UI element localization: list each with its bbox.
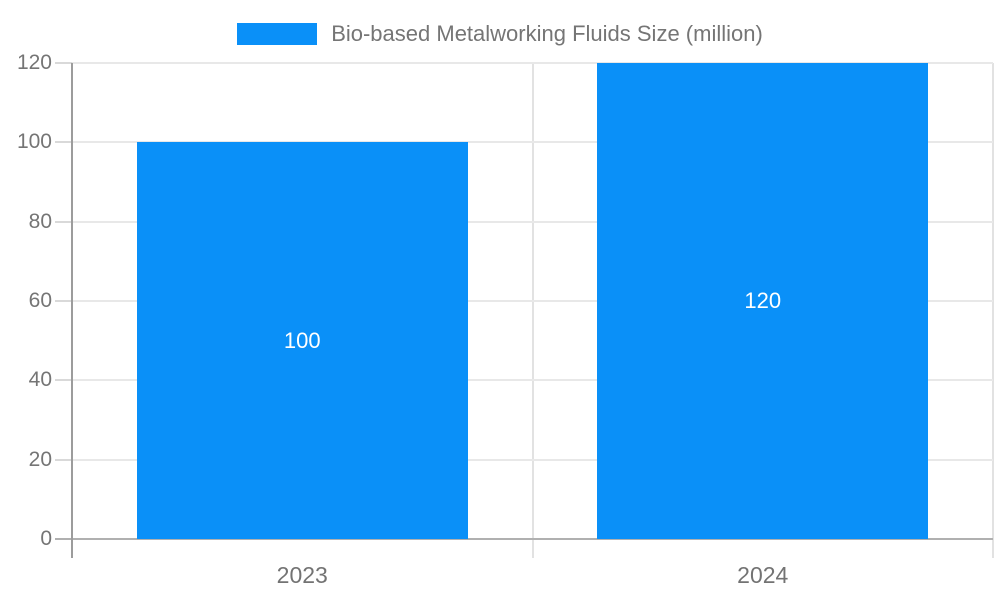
category-boundary-gridline bbox=[531, 63, 534, 558]
y-tick-mark bbox=[55, 379, 72, 382]
y-tick-label: 0 bbox=[40, 527, 52, 550]
legend-label: Bio-based Metalworking Fluids Size (mill… bbox=[331, 21, 763, 46]
y-tick-label: 40 bbox=[28, 368, 52, 392]
y-tick-label: 20 bbox=[28, 447, 52, 471]
category-boundary-gridline bbox=[992, 63, 994, 558]
y-axis-line bbox=[71, 63, 73, 558]
x-tick-label: 2024 bbox=[737, 562, 789, 588]
legend-item[interactable]: Bio-based Metalworking Fluids Size (mill… bbox=[237, 21, 763, 47]
bar-value-label: 120 bbox=[744, 288, 782, 313]
y-tick-label: 60 bbox=[28, 289, 52, 312]
legend: Bio-based Metalworking Fluids Size (mill… bbox=[0, 21, 1000, 47]
y-tick-label: 100 bbox=[16, 130, 52, 154]
y-tick-label: 120 bbox=[16, 51, 52, 74]
y-tick-mark bbox=[55, 458, 72, 461]
bar: 100 bbox=[136, 142, 468, 539]
y-tick-mark bbox=[55, 300, 72, 302]
y-tick-mark bbox=[55, 62, 72, 64]
y-tick-mark bbox=[55, 220, 72, 223]
y-gridline bbox=[72, 62, 993, 64]
y-gridline bbox=[72, 220, 993, 223]
y-tick-label: 80 bbox=[28, 209, 52, 233]
x-axis-baseline bbox=[55, 538, 993, 540]
bar-value-label: 100 bbox=[283, 327, 321, 353]
y-gridline bbox=[72, 300, 993, 302]
bar: 120 bbox=[597, 63, 929, 539]
y-gridline bbox=[72, 141, 993, 144]
x-tick-label: 2023 bbox=[276, 562, 328, 588]
y-gridline bbox=[72, 458, 993, 461]
y-tick-mark bbox=[55, 141, 72, 144]
legend-swatch-icon bbox=[237, 23, 318, 45]
y-gridline bbox=[72, 379, 993, 382]
